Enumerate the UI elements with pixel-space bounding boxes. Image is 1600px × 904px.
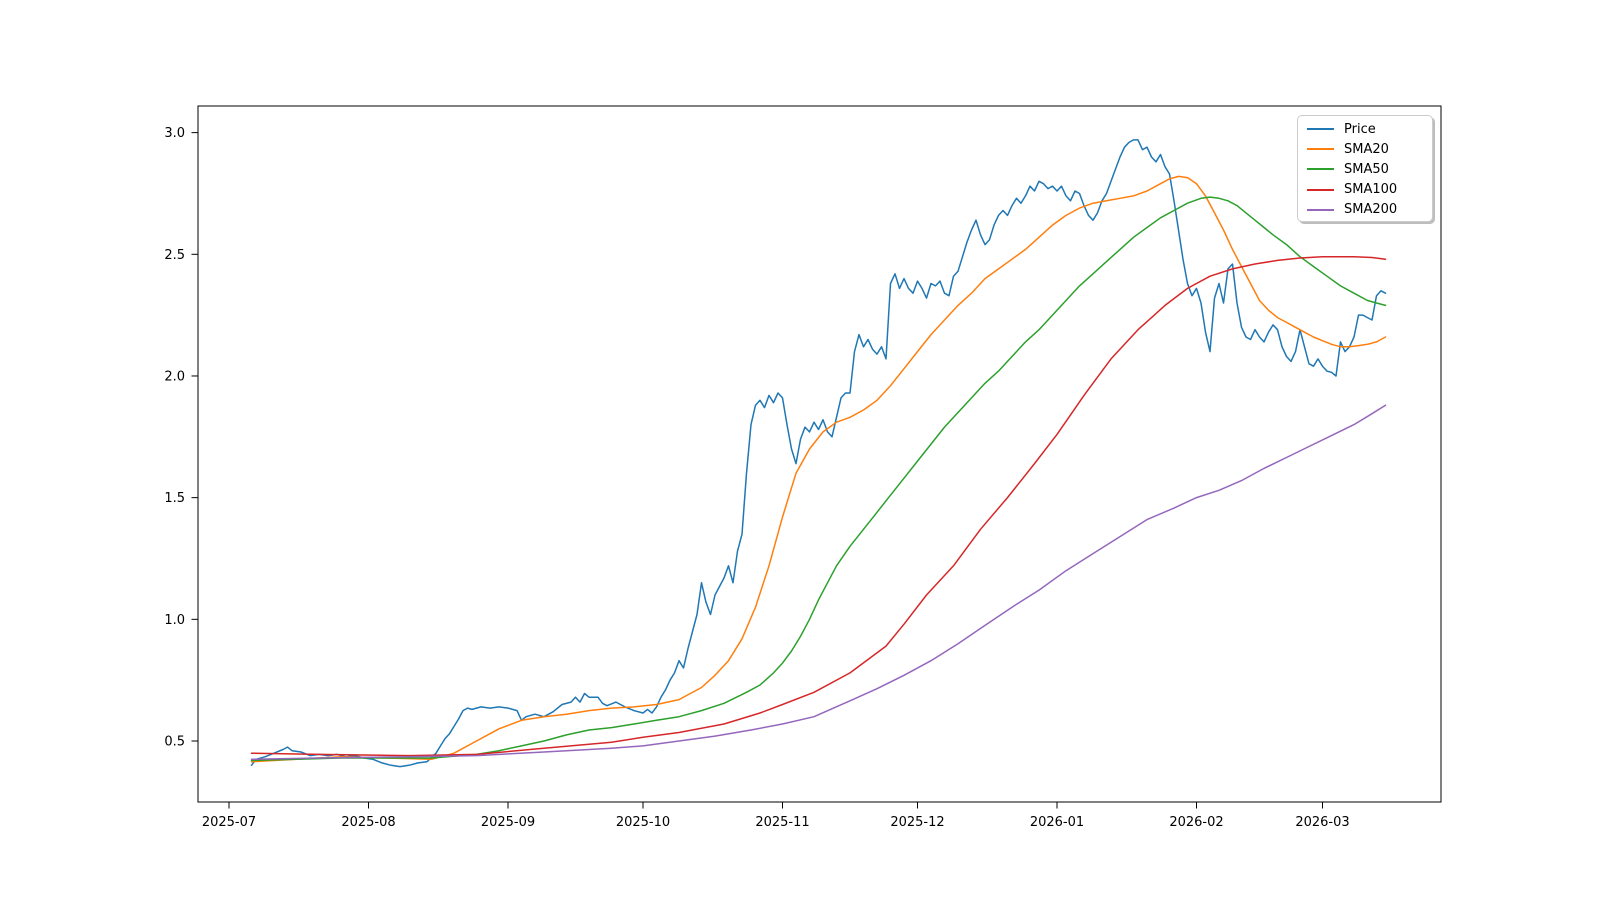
x-tick-label: 2025-11	[755, 815, 809, 830]
legend-line-swatch-sma100	[1307, 188, 1334, 191]
legend-label: SMA50	[1344, 161, 1389, 177]
legend-label: SMA200	[1344, 202, 1398, 218]
legend-line-swatch-price	[1307, 128, 1334, 131]
series-line-sma20	[250, 175, 1387, 763]
legend-line-swatch-sma200	[1307, 208, 1334, 211]
series-line-sma200	[250, 404, 1387, 761]
x-tick-label: 2025-10	[616, 815, 670, 830]
legend-item-sma50: SMA50	[1298, 159, 1432, 179]
y-tick-label: 1.0	[164, 613, 185, 628]
y-tick-label: 2.5	[164, 248, 185, 263]
y-tick-label: 2.0	[164, 369, 185, 384]
x-tick-label: 2025-07	[202, 815, 256, 830]
legend-line-swatch-sma20	[1307, 148, 1334, 151]
y-axis-ticks: 0.5 1.0 1.5 2.0 2.5 3.0	[164, 126, 198, 750]
x-tick-label: 2026-01	[1030, 815, 1084, 830]
legend-item-sma20: SMA20	[1298, 139, 1432, 159]
data-series-group	[250, 139, 1387, 768]
legend-line-swatch-sma50	[1307, 168, 1334, 171]
y-tick-label: 1.5	[164, 491, 185, 506]
legend-item-sma100: SMA100	[1298, 180, 1432, 200]
x-tick-label: 2025-08	[341, 815, 395, 830]
series-line-price	[250, 139, 1387, 768]
legend-label: SMA100	[1344, 182, 1398, 198]
x-tick-label: 2025-09	[481, 815, 535, 830]
plot-frame	[197, 105, 1442, 803]
x-tick-label: 2026-02	[1169, 815, 1223, 830]
x-tick-label: 2026-03	[1295, 815, 1349, 830]
series-line-sma50	[250, 196, 1387, 762]
series-line-sma100	[250, 255, 1387, 757]
x-tick-label: 2025-12	[890, 815, 944, 830]
legend-label: Price	[1344, 121, 1376, 137]
plot-frame-group	[197, 105, 1442, 803]
legend-label: SMA20	[1344, 141, 1389, 157]
legend-item-price: Price	[1298, 119, 1432, 139]
y-tick-label: 3.0	[164, 126, 185, 141]
legend: Price SMA20 SMA50 SMA100 SMA200	[1297, 115, 1433, 222]
y-tick-label: 0.5	[164, 735, 185, 750]
legend-item-sma200: SMA200	[1298, 200, 1432, 220]
x-axis-ticks: 2025-07 2025-08 2025-09 2025-10 2025-11 2025-…	[202, 802, 1350, 830]
